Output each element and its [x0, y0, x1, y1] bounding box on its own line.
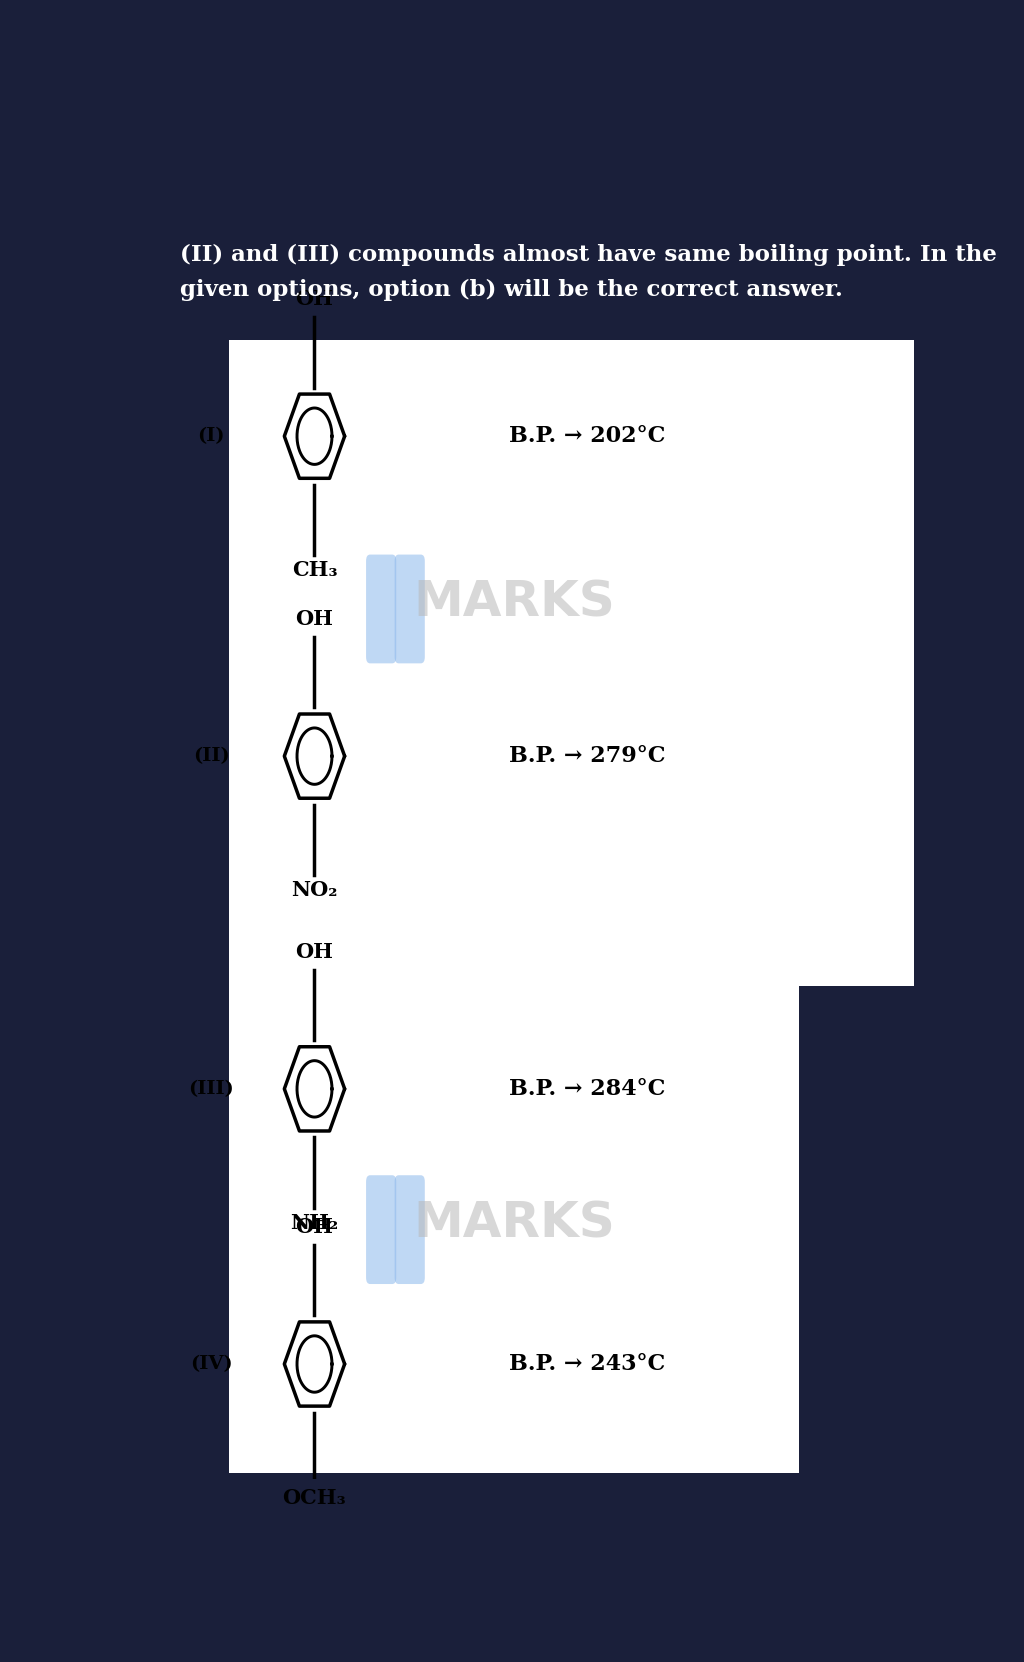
Text: B.P. → 202°C: B.P. → 202°C — [509, 425, 666, 447]
Text: OH: OH — [296, 610, 334, 630]
Text: B.P. → 243°C: B.P. → 243°C — [509, 1353, 666, 1374]
Text: (II): (II) — [193, 748, 229, 765]
FancyBboxPatch shape — [179, 341, 913, 1473]
FancyBboxPatch shape — [394, 555, 425, 663]
Text: (I): (I) — [198, 427, 225, 445]
Text: OCH₃: OCH₃ — [283, 1487, 346, 1507]
Text: B.P. → 279°C: B.P. → 279°C — [509, 745, 666, 768]
Text: MARKS: MARKS — [414, 578, 615, 627]
FancyBboxPatch shape — [367, 555, 396, 663]
Text: MARKS: MARKS — [414, 1200, 615, 1246]
Text: (IV): (IV) — [190, 1355, 232, 1373]
FancyBboxPatch shape — [394, 1175, 425, 1285]
Text: given options, option (b) will be the correct answer.: given options, option (b) will be the co… — [179, 279, 843, 301]
Text: (III): (III) — [188, 1080, 234, 1099]
Text: NO₂: NO₂ — [291, 881, 338, 901]
Text: OH: OH — [296, 289, 334, 309]
FancyBboxPatch shape — [367, 1175, 396, 1285]
Text: OH: OH — [296, 1217, 334, 1237]
FancyBboxPatch shape — [799, 987, 913, 1473]
Text: B.P. → 284°C: B.P. → 284°C — [509, 1079, 666, 1100]
Text: (II) and (III) compounds almost have same boiling point. In the: (II) and (III) compounds almost have sam… — [179, 244, 996, 266]
Text: OH: OH — [296, 942, 334, 962]
FancyBboxPatch shape — [179, 341, 228, 1473]
Text: CH₃: CH₃ — [292, 560, 337, 580]
Text: NH₂: NH₂ — [291, 1213, 339, 1233]
